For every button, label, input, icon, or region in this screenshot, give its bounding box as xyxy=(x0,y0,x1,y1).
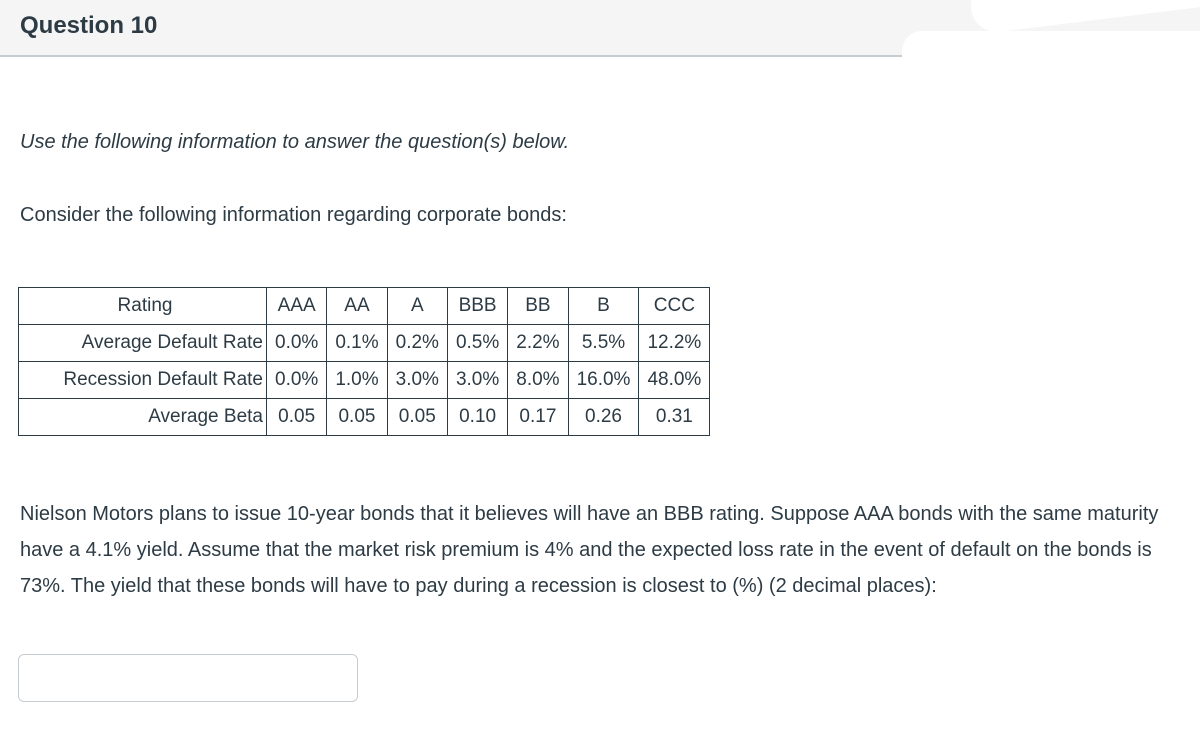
value-cell: 0.05 xyxy=(326,398,388,436)
value-cell: 8.0% xyxy=(507,361,569,399)
value-cell: 12.2% xyxy=(638,324,711,362)
value-cell: 2.2% xyxy=(507,324,569,362)
question-header-bar: Question 10 xyxy=(0,0,1200,59)
value-cell: 0.05 xyxy=(265,398,328,436)
row-label-cell: Average Beta xyxy=(18,398,267,436)
rating-cell: BBB xyxy=(446,287,509,325)
overlapping-card-corner xyxy=(902,31,1200,59)
rating-cell: B xyxy=(567,287,640,325)
answer-input[interactable] xyxy=(18,654,358,702)
value-cell: 0.2% xyxy=(386,324,448,362)
lead-in-text: Consider the following information regar… xyxy=(20,204,567,226)
value-cell: 0.26 xyxy=(567,398,640,436)
question-text: Nielson Motors plans to issue 10-year bo… xyxy=(20,503,1159,597)
value-cell: 0.05 xyxy=(386,398,448,436)
rating-cell: CCC xyxy=(638,287,711,325)
value-cell: 0.31 xyxy=(638,398,711,436)
table-row: Rating AAA AA A BBB BB B CCC xyxy=(18,287,711,325)
value-cell: 0.10 xyxy=(446,398,509,436)
corner-decoration xyxy=(967,0,1200,35)
rating-cell: BB xyxy=(507,287,569,325)
row-label-cell: Recession Default Rate xyxy=(18,361,267,399)
question-title: Question 10 xyxy=(20,12,158,39)
value-cell: 3.0% xyxy=(386,361,448,399)
rating-cell: A xyxy=(386,287,448,325)
value-cell: 0.1% xyxy=(326,324,388,362)
rating-cell: AA xyxy=(326,287,388,325)
value-cell: 1.0% xyxy=(326,361,388,399)
value-cell: 16.0% xyxy=(567,361,640,399)
value-cell: 3.0% xyxy=(446,361,509,399)
table-row: Recession Default Rate 0.0% 1.0% 3.0% 3.… xyxy=(18,361,711,399)
question-body: Use the following information to answer … xyxy=(0,129,1200,702)
table-row: Average Beta 0.05 0.05 0.05 0.10 0.17 0.… xyxy=(18,398,711,436)
value-cell: 0.0% xyxy=(265,361,328,399)
instruction-text: Use the following information to answer … xyxy=(20,131,570,153)
rating-header-cell: Rating xyxy=(18,287,267,325)
rating-cell: AAA xyxy=(265,287,328,325)
value-cell: 0.5% xyxy=(446,324,509,362)
row-label-cell: Average Default Rate xyxy=(18,324,267,362)
value-cell: 5.5% xyxy=(567,324,640,362)
bond-ratings-table: Rating AAA AA A BBB BB B CCC Average Def… xyxy=(18,287,711,436)
value-cell: 48.0% xyxy=(638,361,711,399)
value-cell: 0.0% xyxy=(265,324,328,362)
table-row: Average Default Rate 0.0% 0.1% 0.2% 0.5%… xyxy=(18,324,711,362)
value-cell: 0.17 xyxy=(507,398,569,436)
